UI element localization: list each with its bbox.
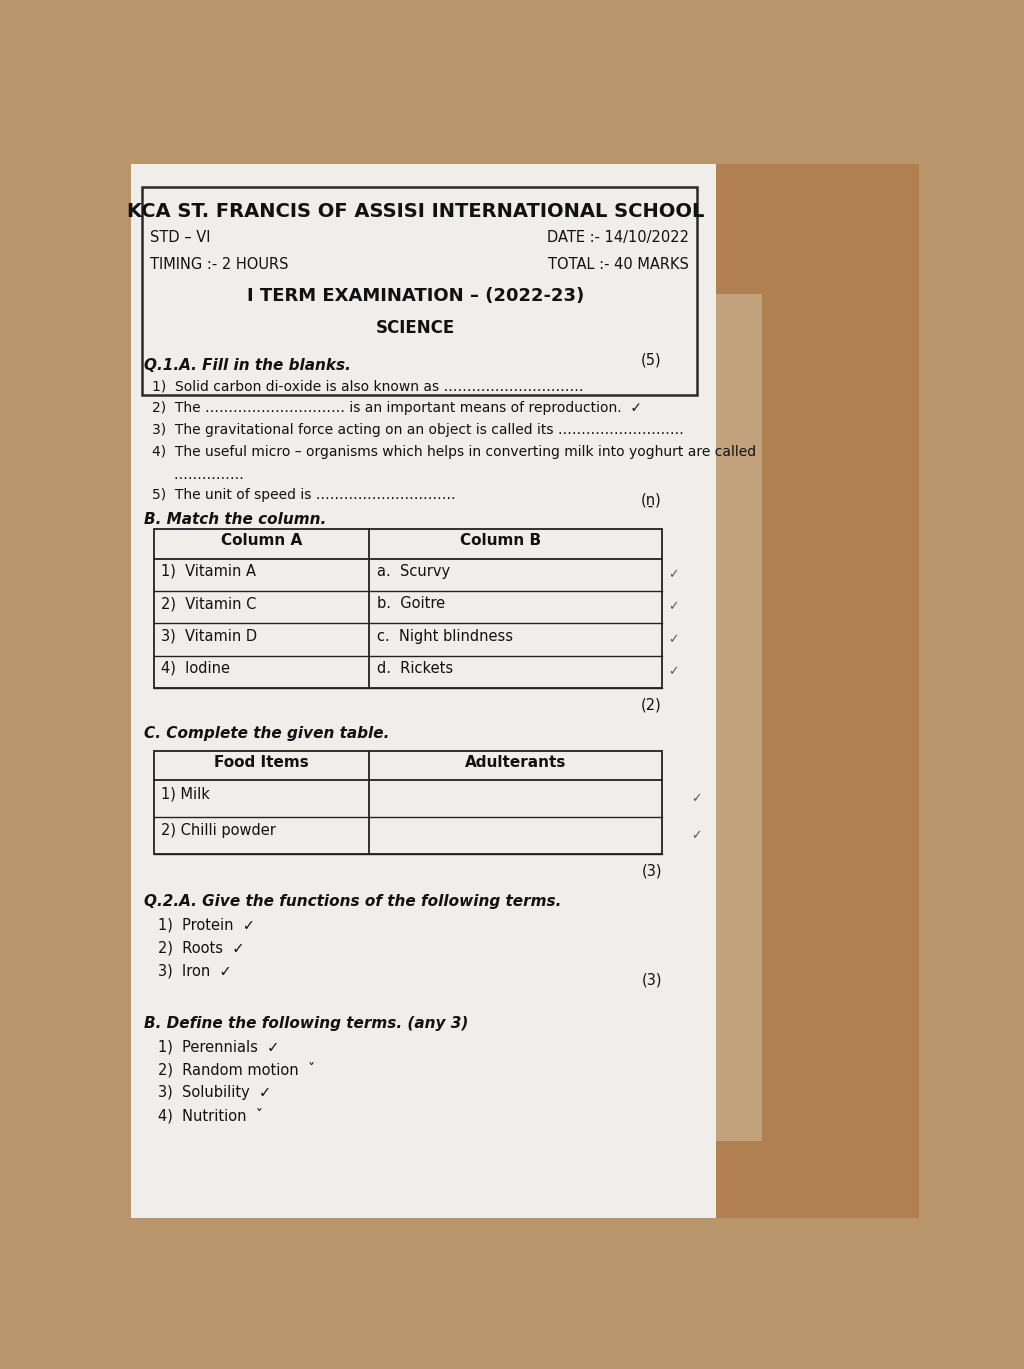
Text: 3)  Iron  ✓: 3) Iron ✓: [158, 964, 231, 979]
Text: B. Match the column.: B. Match the column.: [144, 512, 327, 527]
Bar: [716, 294, 762, 1142]
Text: (ṉ): (ṉ): [641, 493, 662, 508]
Text: d.  Rickets: d. Rickets: [377, 661, 453, 676]
Text: ✓: ✓: [691, 830, 701, 842]
Text: Column B: Column B: [460, 533, 541, 548]
Text: c.  Night blindness: c. Night blindness: [377, 628, 513, 643]
Text: TOTAL :- 40 MARKS: TOTAL :- 40 MARKS: [548, 257, 689, 272]
Text: 2)  Roots  ✓: 2) Roots ✓: [158, 941, 244, 956]
Text: (2): (2): [641, 697, 662, 712]
Text: 2) Chilli powder: 2) Chilli powder: [162, 823, 276, 838]
Text: B. Define the following terms. (any 3): B. Define the following terms. (any 3): [144, 1016, 469, 1031]
Text: 3)  Solubility  ✓: 3) Solubility ✓: [158, 1086, 270, 1101]
Text: 1)  Vitamin A: 1) Vitamin A: [162, 564, 256, 579]
Text: (5): (5): [641, 352, 662, 367]
Text: (3): (3): [641, 973, 662, 988]
Text: 1)  Protein  ✓: 1) Protein ✓: [158, 917, 255, 932]
Text: 1)  Solid carbon di-oxide is also known as …………………………: 1) Solid carbon di-oxide is also known a…: [153, 379, 584, 393]
Text: 1) Milk: 1) Milk: [162, 786, 210, 801]
Text: TIMING :- 2 HOURS: TIMING :- 2 HOURS: [150, 257, 289, 272]
Text: 1)  Perennials  ✓: 1) Perennials ✓: [158, 1039, 279, 1054]
Text: ✓: ✓: [668, 601, 679, 613]
Text: ✓: ✓: [668, 665, 679, 678]
Bar: [716, 164, 920, 1218]
Text: 4)  Iodine: 4) Iodine: [162, 661, 230, 676]
Text: 3)  Vitamin D: 3) Vitamin D: [162, 628, 257, 643]
Text: 3)  The gravitational force acting on an object is called its ………………………: 3) The gravitational force acting on an …: [153, 423, 684, 437]
Text: SCIENCE: SCIENCE: [376, 319, 455, 337]
Bar: [154, 752, 662, 854]
Bar: [142, 188, 696, 396]
Text: 4)  The useful micro – organisms which helps in converting milk into yoghurt are: 4) The useful micro – organisms which he…: [153, 445, 757, 459]
Text: ✓: ✓: [668, 632, 679, 646]
Text: 2)  The ………………………… is an important means of reproduction.  ✓: 2) The ………………………… is an important means …: [153, 401, 642, 415]
Text: ✓: ✓: [668, 568, 679, 582]
Text: 4)  Nutrition  ˇ: 4) Nutrition ˇ: [158, 1109, 262, 1124]
Bar: [130, 164, 716, 1218]
Text: (3): (3): [641, 864, 662, 879]
Text: DATE :- 14/10/2022: DATE :- 14/10/2022: [547, 230, 689, 245]
Text: STD – VI: STD – VI: [150, 230, 210, 245]
Text: Q.2.A. Give the functions of the following terms.: Q.2.A. Give the functions of the followi…: [144, 894, 562, 909]
Text: b.  Goitre: b. Goitre: [377, 597, 445, 611]
Bar: [154, 530, 662, 687]
Text: 2)  Random motion  ˇ: 2) Random motion ˇ: [158, 1062, 314, 1077]
Text: a.  Scurvy: a. Scurvy: [377, 564, 451, 579]
Text: Column A: Column A: [221, 533, 302, 548]
Text: ✓: ✓: [691, 793, 701, 805]
Text: KCA ST. FRANCIS OF ASSISI INTERNATIONAL SCHOOL: KCA ST. FRANCIS OF ASSISI INTERNATIONAL …: [127, 203, 705, 220]
Text: C. Complete the given table.: C. Complete the given table.: [144, 727, 390, 742]
Text: 5)  The unit of speed is …………………………: 5) The unit of speed is …………………………: [153, 489, 456, 502]
Text: I TERM EXAMINATION – (2022-23): I TERM EXAMINATION – (2022-23): [247, 286, 584, 305]
Text: Food Items: Food Items: [214, 754, 309, 769]
Text: ……………: ……………: [153, 468, 244, 482]
Text: Adulterants: Adulterants: [465, 754, 566, 769]
Text: Q.1.A. Fill in the blanks.: Q.1.A. Fill in the blanks.: [144, 357, 351, 372]
Text: 2)  Vitamin C: 2) Vitamin C: [162, 597, 257, 611]
